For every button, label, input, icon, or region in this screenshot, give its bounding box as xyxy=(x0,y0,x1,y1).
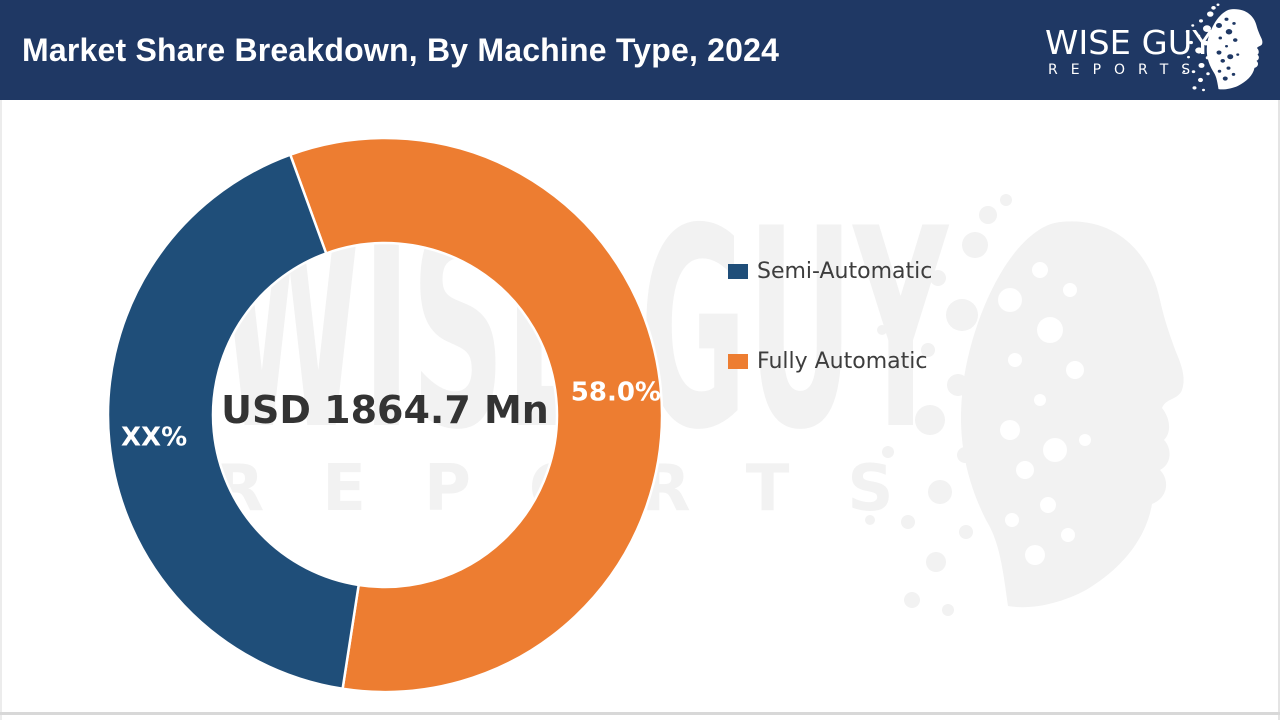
header-bar: Market Share Breakdown, By Machine Type,… xyxy=(0,0,1280,100)
brand-logo: WISE GUY REPORTS xyxy=(1045,3,1263,92)
legend-item-fully-automatic: Fully Automatic xyxy=(728,347,927,375)
logo-reports-text: REPORTS xyxy=(1048,62,1203,78)
pie-slice-semi-automatic xyxy=(106,153,360,690)
legend-label-semi-automatic: Semi-Automatic xyxy=(757,258,933,284)
legend-label-fully-automatic: Fully Automatic xyxy=(757,348,928,374)
pie-slice-fully-automatic xyxy=(289,136,664,694)
chart-center-value: USD 1864.7 Mn xyxy=(221,388,549,432)
slice-label-fully-automatic: 58.0% xyxy=(571,377,661,407)
legend-item-semi-automatic: Semi-Automatic xyxy=(728,257,932,285)
legend-swatch-fully-automatic xyxy=(728,353,748,369)
page-title: Market Share Breakdown, By Machine Type,… xyxy=(22,31,780,68)
legend-swatch-semi-automatic xyxy=(728,263,748,279)
logo-brand-text: WISE GUY xyxy=(1045,23,1214,62)
slice-label-semi-automatic: XX% xyxy=(121,423,187,453)
page-bottom-divider xyxy=(0,712,1280,715)
